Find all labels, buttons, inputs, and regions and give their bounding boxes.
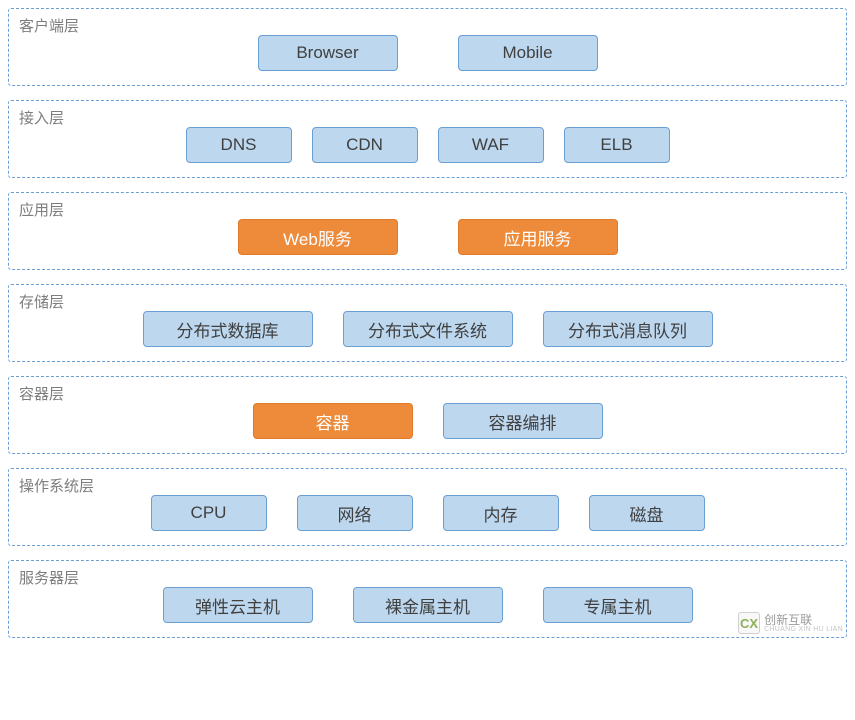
- arch-box: WAF: [438, 127, 544, 163]
- arch-box: 磁盘: [589, 495, 705, 531]
- arch-box: 网络: [297, 495, 413, 531]
- arch-box: DNS: [186, 127, 292, 163]
- layer-title: 存储层: [19, 291, 64, 312]
- arch-box: CDN: [312, 127, 418, 163]
- layer-title: 应用层: [19, 199, 64, 220]
- architecture-diagram: 客户端层BrowserMobile接入层DNSCDNWAFELB应用层Web服务…: [8, 8, 847, 638]
- layer-title: 接入层: [19, 107, 64, 128]
- arch-box: Browser: [258, 35, 398, 71]
- arch-box: 裸金属主机: [353, 587, 503, 623]
- layer-items: Web服务 应用服务: [19, 199, 836, 255]
- watermark-sub: CHUANG XIN HU LIAN: [764, 626, 843, 633]
- arch-box: 内存: [443, 495, 559, 531]
- arch-box: 分布式数据库: [143, 311, 313, 347]
- layer-items: 分布式数据库分布式文件系统分布式消息队列: [19, 291, 836, 347]
- layer-client: 客户端层 Browser Mobile: [8, 8, 847, 86]
- arch-box: Mobile: [458, 35, 598, 71]
- arch-box: 分布式文件系统: [343, 311, 513, 347]
- watermark-text: 创新互联 CHUANG XIN HU LIAN: [764, 614, 843, 633]
- watermark-logo-icon: CX: [738, 612, 760, 634]
- layer-items: CPU 网络内存磁盘: [19, 475, 836, 531]
- arch-box: 容器: [253, 403, 413, 439]
- arch-box: ELB: [564, 127, 670, 163]
- layer-items: 弹性云主机 裸金属主机 专属主机: [19, 567, 836, 623]
- layer-application: 应用层 Web服务 应用服务: [8, 192, 847, 270]
- layer-container: 容器层容器容器编排: [8, 376, 847, 454]
- arch-box: 容器编排: [443, 403, 603, 439]
- watermark-main: 创新互联: [764, 614, 843, 626]
- layer-server: 服务器层弹性云主机 裸金属主机 专属主机: [8, 560, 847, 638]
- watermark: CX 创新互联 CHUANG XIN HU LIAN: [738, 612, 843, 634]
- layer-os: 操作系统层 CPU 网络内存磁盘: [8, 468, 847, 546]
- layer-items: 容器容器编排: [19, 383, 836, 439]
- arch-box: CPU: [151, 495, 267, 531]
- arch-box: Web服务: [238, 219, 398, 255]
- layer-storage: 存储层分布式数据库分布式文件系统分布式消息队列: [8, 284, 847, 362]
- layer-title: 服务器层: [19, 567, 79, 588]
- arch-box: 分布式消息队列: [543, 311, 713, 347]
- arch-box: 应用服务: [458, 219, 618, 255]
- layer-items: Browser Mobile: [19, 15, 836, 71]
- layer-title: 容器层: [19, 383, 64, 404]
- arch-box: 弹性云主机: [163, 587, 313, 623]
- layer-title: 客户端层: [19, 15, 79, 36]
- layer-title: 操作系统层: [19, 475, 94, 496]
- layers-container: 客户端层BrowserMobile接入层DNSCDNWAFELB应用层Web服务…: [8, 8, 847, 638]
- layer-access: 接入层 DNS CDN WAF ELB: [8, 100, 847, 178]
- arch-box: 专属主机: [543, 587, 693, 623]
- layer-items: DNS CDN WAF ELB: [19, 107, 836, 163]
